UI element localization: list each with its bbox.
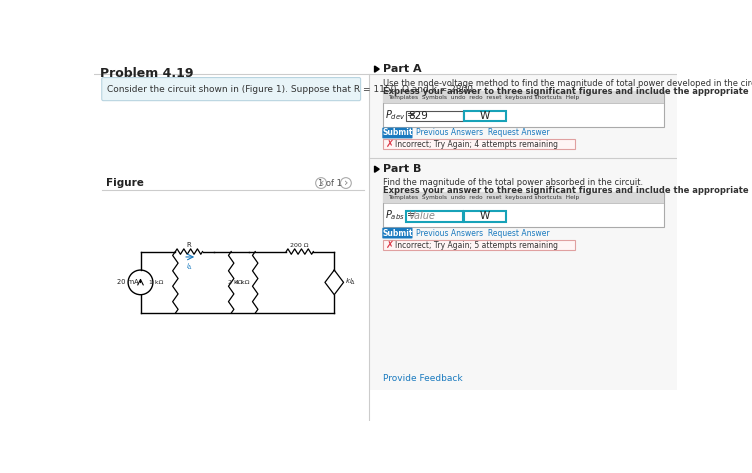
FancyBboxPatch shape — [383, 139, 575, 149]
Text: Part B: Part B — [383, 164, 421, 174]
Circle shape — [316, 178, 326, 188]
Text: Find the magnitude of the total power absorbed in the circuit.: Find the magnitude of the total power ab… — [383, 178, 643, 187]
Text: Consider the circuit shown in (Figure 1). Suppose that R = 1150  Ω and k = 2800.: Consider the circuit shown in (Figure 1)… — [108, 85, 476, 94]
Text: $ki_\Delta$: $ki_\Delta$ — [345, 277, 356, 288]
Text: Figure: Figure — [105, 178, 144, 188]
Text: W: W — [480, 211, 490, 221]
Text: Incorrect; Try Again; 4 attempts remaining: Incorrect; Try Again; 4 attempts remaini… — [395, 140, 558, 149]
Circle shape — [341, 178, 351, 188]
Text: Provide Feedback: Provide Feedback — [383, 374, 462, 383]
Bar — [369, 158, 677, 390]
Text: ‹: ‹ — [319, 178, 323, 188]
Text: $P_{dev}$ =: $P_{dev}$ = — [386, 108, 417, 122]
Text: ✗: ✗ — [387, 240, 394, 250]
Text: Express your answer to three significant figures and include the appropriate uni: Express your answer to three significant… — [383, 87, 752, 96]
FancyBboxPatch shape — [383, 192, 663, 227]
Text: Submit: Submit — [382, 129, 413, 138]
FancyBboxPatch shape — [383, 240, 575, 250]
Text: $i_\Delta$: $i_\Delta$ — [186, 262, 194, 272]
Text: Part A: Part A — [383, 64, 422, 74]
Text: Express your answer to three significant figures and include the appropriate uni: Express your answer to three significant… — [383, 186, 752, 195]
Bar — [464, 111, 506, 122]
Text: ✗: ✗ — [387, 139, 394, 149]
FancyBboxPatch shape — [382, 128, 413, 139]
Text: 1 kΩ: 1 kΩ — [149, 280, 163, 285]
Circle shape — [128, 270, 153, 295]
Text: Use the node-voltage method to find the magnitude of total power developed in th: Use the node-voltage method to find the … — [383, 79, 752, 88]
Polygon shape — [374, 166, 379, 172]
Text: Previous Answers  Request Answer: Previous Answers Request Answer — [416, 129, 549, 138]
Text: 200 Ω: 200 Ω — [290, 243, 308, 248]
Text: 2 kΩ: 2 kΩ — [229, 280, 243, 285]
Text: Value: Value — [408, 211, 435, 221]
Text: W: W — [480, 111, 490, 121]
FancyBboxPatch shape — [383, 91, 663, 127]
Bar — [369, 74, 677, 230]
Text: ›: › — [344, 178, 348, 188]
Text: 4 kΩ: 4 kΩ — [235, 280, 250, 285]
Text: R: R — [186, 242, 191, 248]
Bar — [405, 111, 463, 122]
FancyBboxPatch shape — [102, 78, 361, 101]
Bar — [383, 91, 663, 103]
Bar — [383, 192, 663, 203]
Text: $P_{abs}$ =: $P_{abs}$ = — [386, 209, 416, 222]
Text: Submit: Submit — [382, 228, 413, 237]
Text: Previous Answers  Request Answer: Previous Answers Request Answer — [416, 228, 549, 237]
Text: 1 of 1: 1 of 1 — [318, 178, 342, 187]
Polygon shape — [374, 66, 379, 72]
Text: Templates  Symbols  undo  redo  reset  keyboard shortcuts  Help: Templates Symbols undo redo reset keyboa… — [389, 95, 580, 100]
Text: 829: 829 — [408, 111, 428, 121]
Bar — [405, 211, 463, 221]
Text: Templates  Symbols  undo  redo  reset  keyboard shortcuts  Help: Templates Symbols undo redo reset keyboa… — [389, 195, 580, 200]
Text: Problem 4.19: Problem 4.19 — [100, 67, 194, 80]
Text: Incorrect; Try Again; 5 attempts remaining: Incorrect; Try Again; 5 attempts remaini… — [395, 241, 558, 250]
FancyBboxPatch shape — [382, 228, 413, 238]
Bar — [464, 211, 506, 221]
Text: 20 mA: 20 mA — [117, 280, 139, 285]
